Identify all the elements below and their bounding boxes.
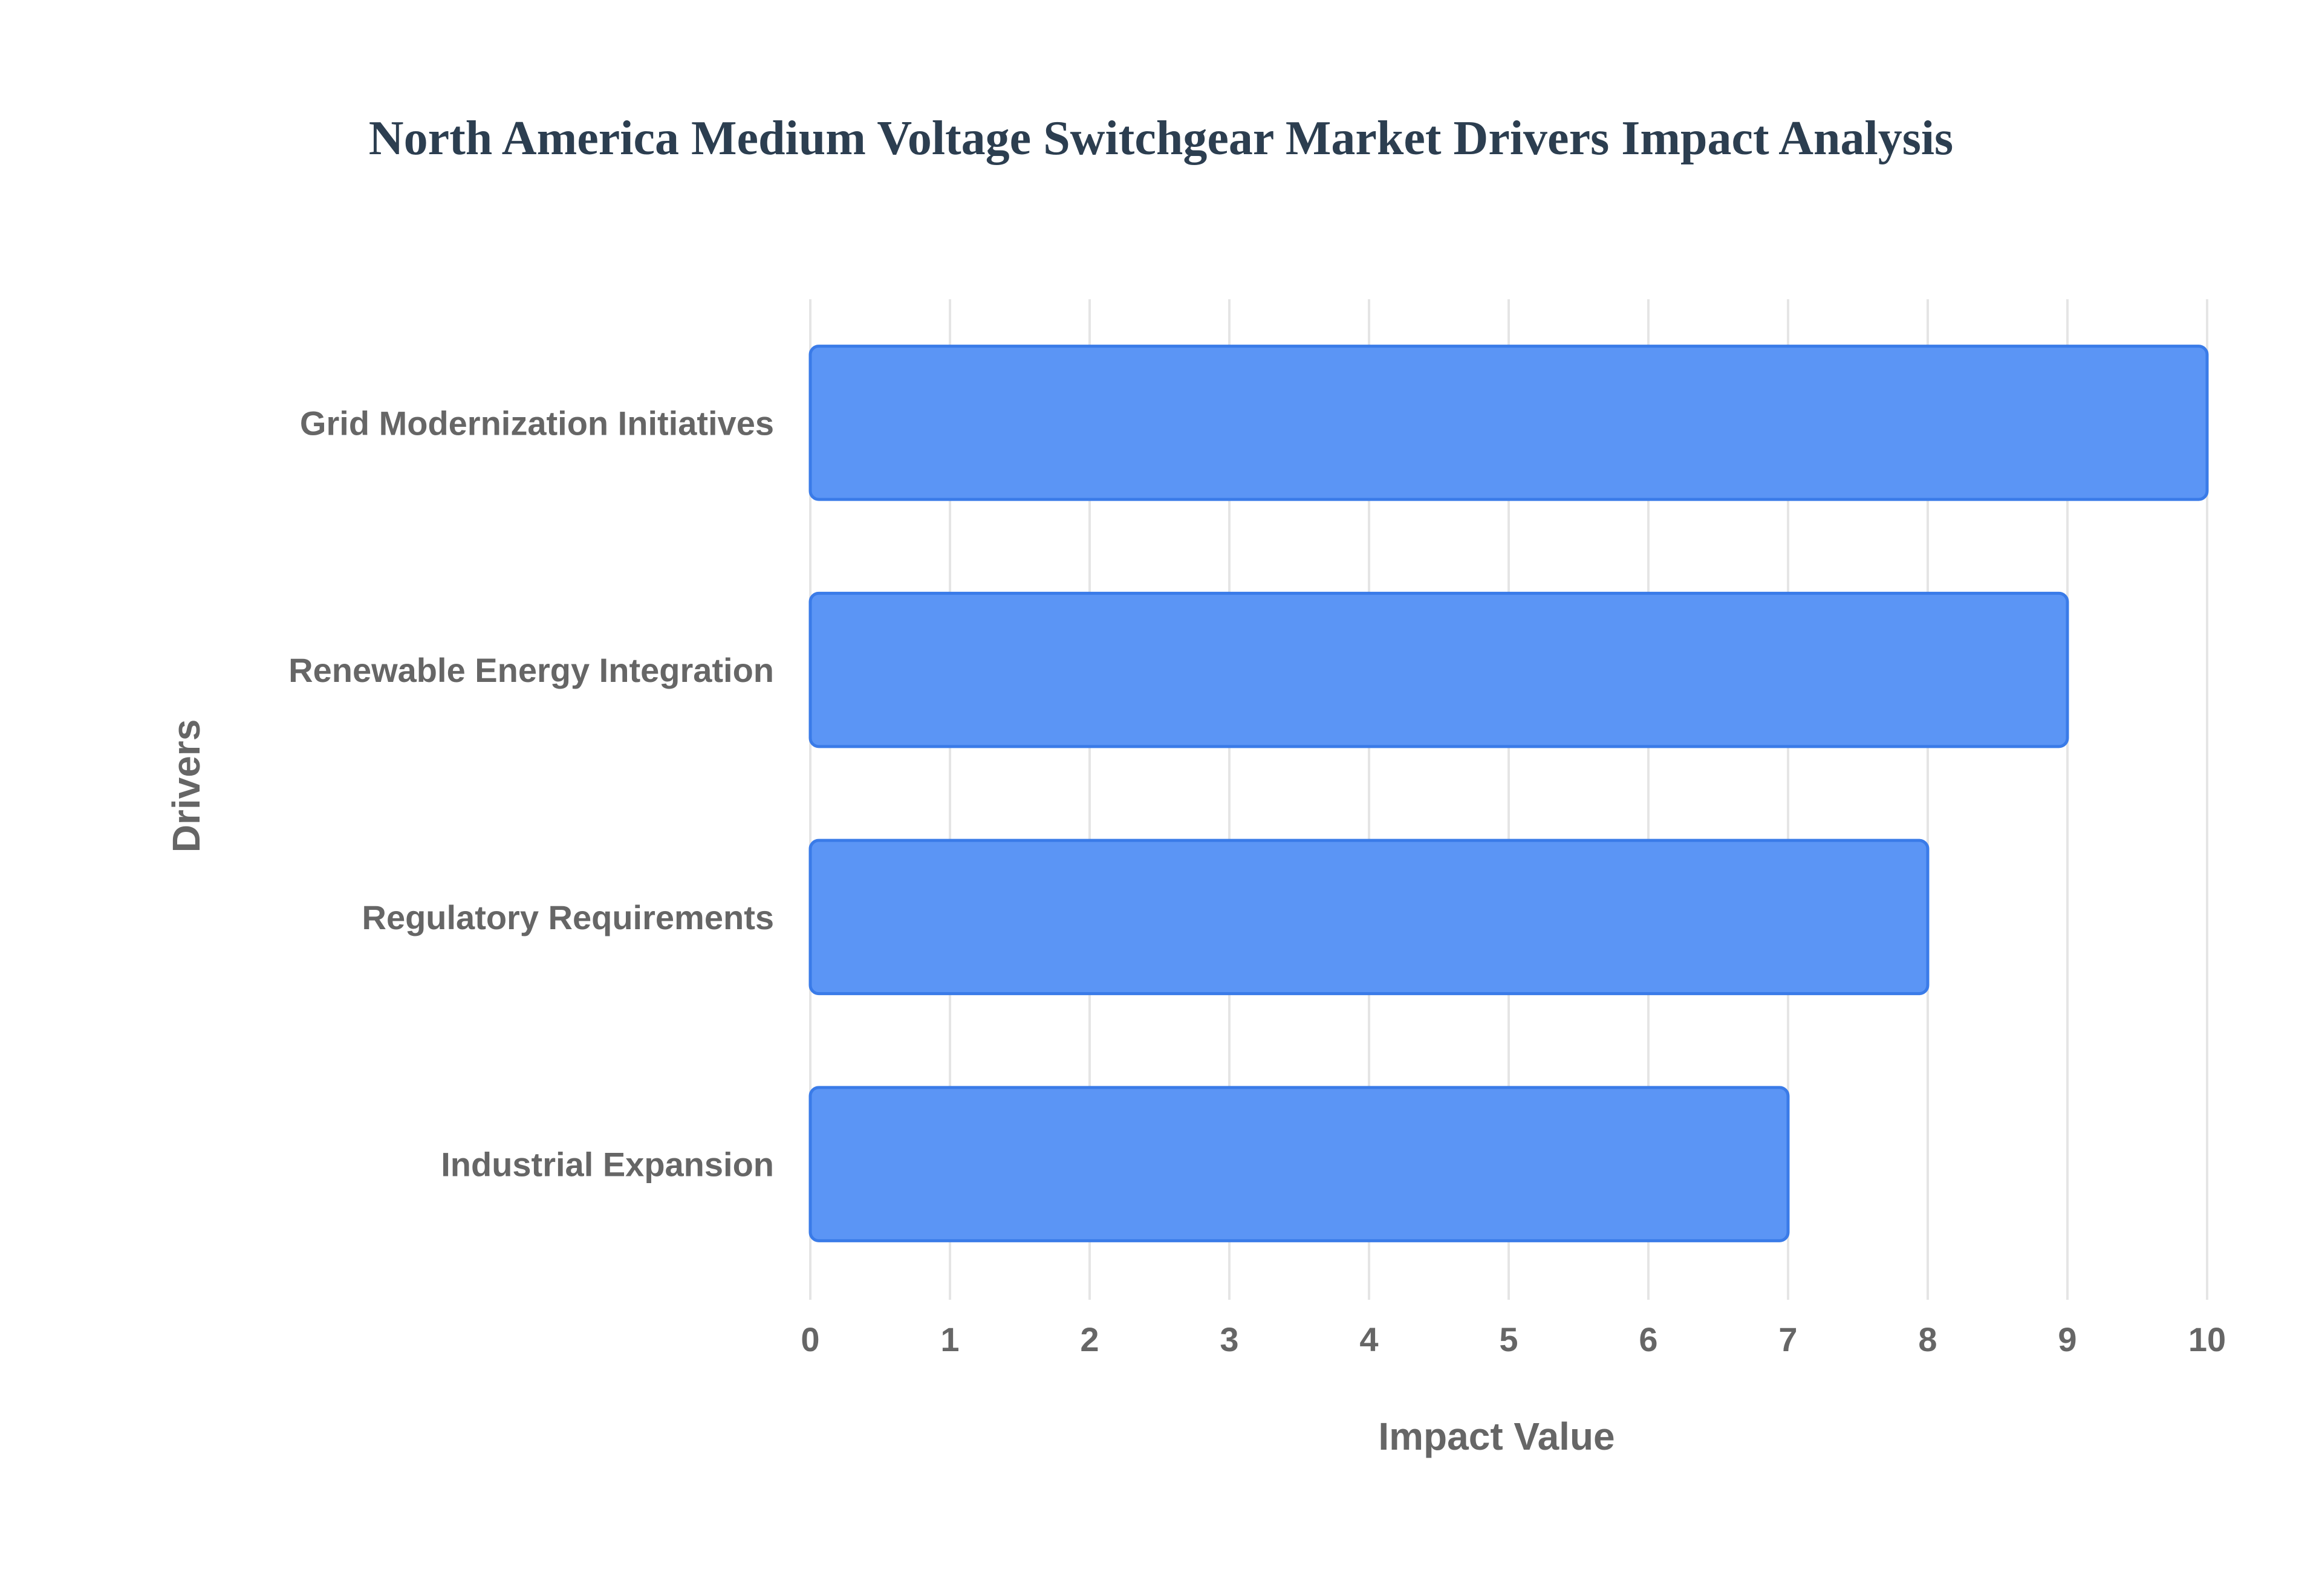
x-tick-label: 5 — [1499, 1320, 1518, 1358]
y-axis-category-labels: Grid Modernization Initiatives Renewable … — [288, 404, 774, 1183]
y-category-label: Industrial Expansion — [441, 1146, 774, 1184]
y-axis-title: Drivers — [164, 719, 208, 853]
y-category-label: Grid Modernization Initiatives — [300, 404, 774, 442]
x-tick-label: 2 — [1080, 1320, 1099, 1358]
bar — [808, 591, 2069, 748]
bars — [808, 345, 2209, 1242]
x-tick-label: 9 — [2058, 1320, 2076, 1358]
x-tick-label: 6 — [1639, 1320, 1657, 1358]
x-tick-label: 7 — [1778, 1320, 1797, 1358]
x-axis-tick-labels: 0 1 2 3 4 5 6 7 8 9 10 — [801, 1320, 2226, 1358]
chart-title: North America Medium Voltage Switchgear … — [369, 112, 1953, 165]
x-tick-label: 3 — [1220, 1320, 1238, 1358]
x-tick-label: 0 — [801, 1320, 819, 1358]
y-category-label: Renewable Energy Integration — [288, 651, 774, 689]
bar — [808, 839, 1930, 996]
x-tick-label: 4 — [1359, 1320, 1378, 1358]
y-category-label: Regulatory Requirements — [362, 898, 775, 936]
bar — [808, 345, 2209, 501]
x-tick-label: 8 — [1918, 1320, 1937, 1358]
x-tick-label: 10 — [2188, 1320, 2226, 1358]
bar — [808, 1086, 1790, 1242]
x-tick-label: 1 — [940, 1320, 959, 1358]
x-axis-title: Impact Value — [1378, 1415, 1615, 1458]
